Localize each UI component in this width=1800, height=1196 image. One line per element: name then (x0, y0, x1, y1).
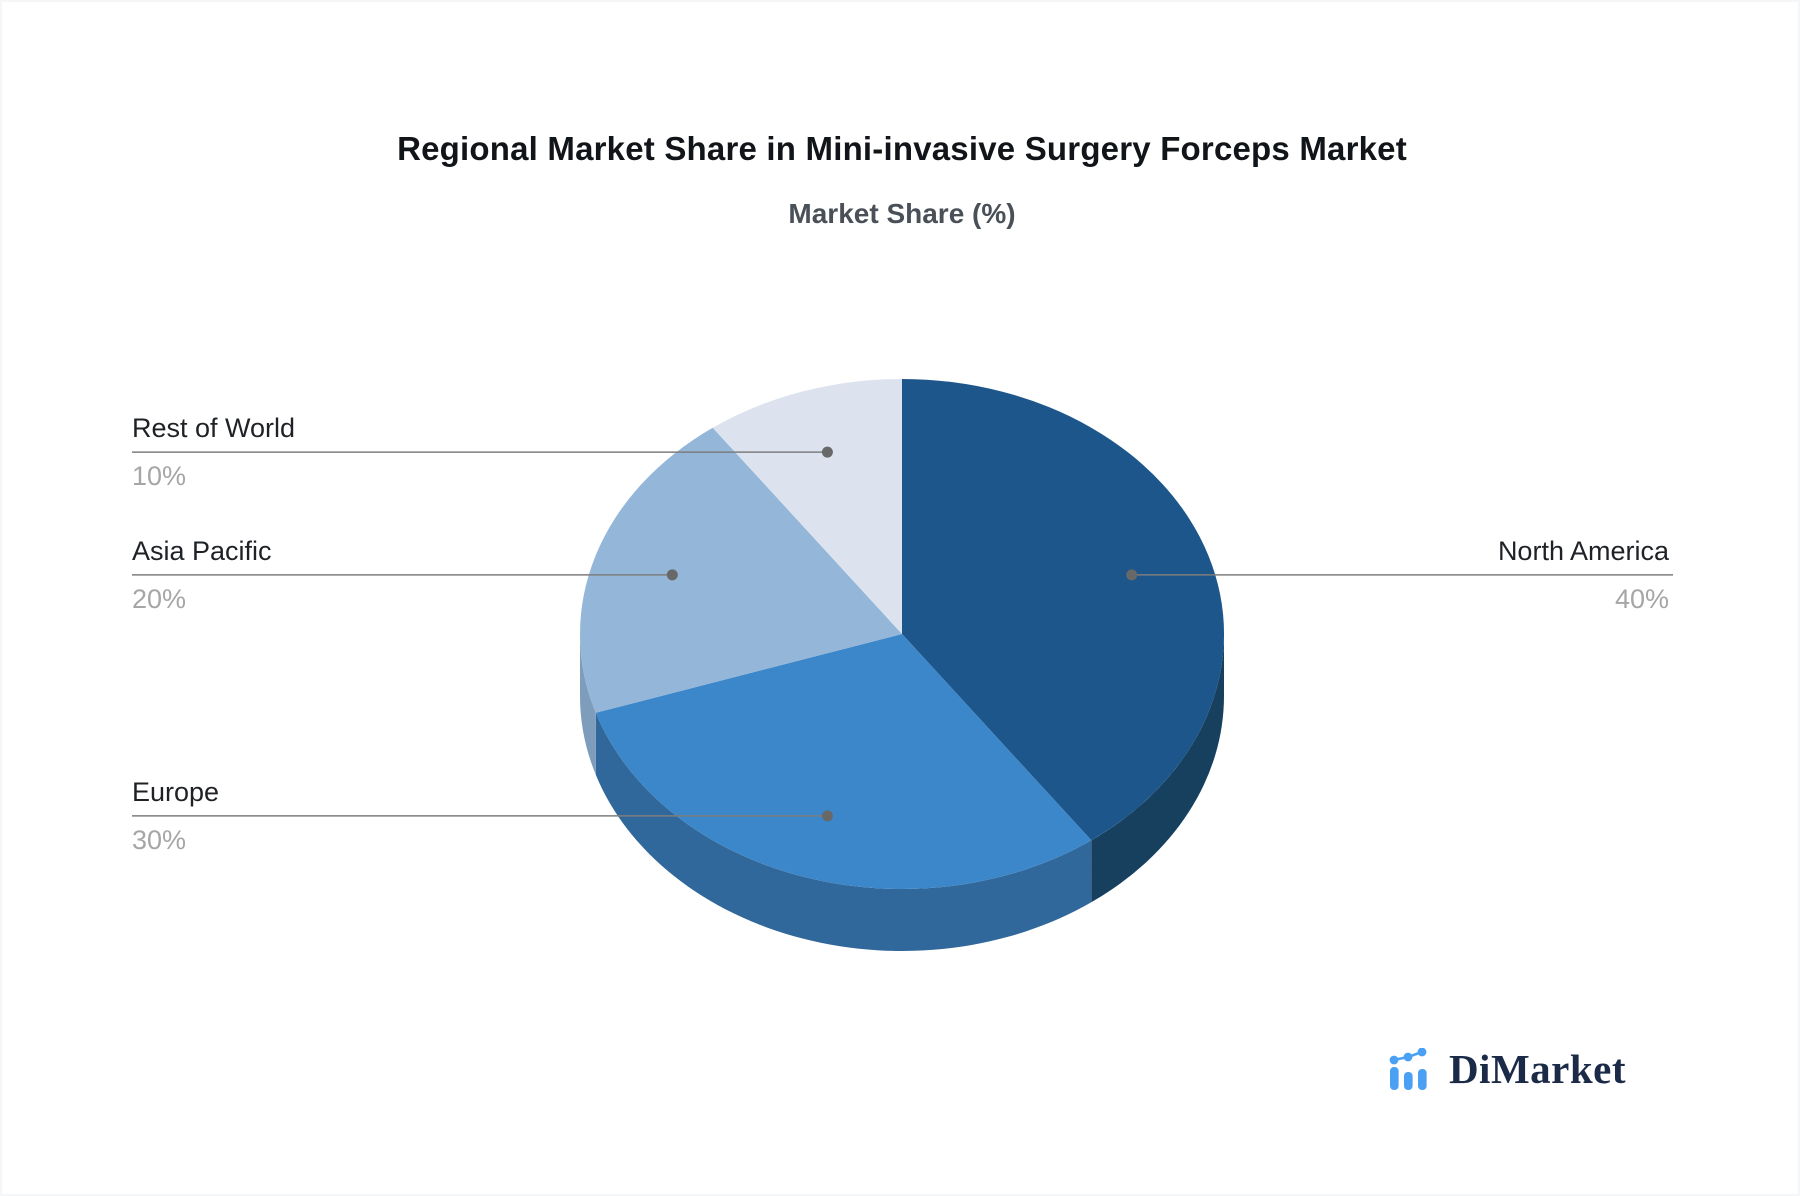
callout-percent-rest-of-world: 10% (132, 461, 187, 492)
pie-slice-north-america (902, 379, 1225, 841)
callout-dot-europe (821, 810, 833, 822)
pie-slice-europe (595, 634, 1092, 889)
callout-percent-europe: 30% (132, 824, 187, 855)
page-title: Regional Market Share in Mini-invasive S… (397, 130, 1407, 167)
callout-label-europe: Europe (132, 776, 220, 807)
pie-slice-asia-pacific (580, 427, 902, 713)
page-subtitle: Market Share (%) (788, 198, 1016, 229)
callout-dot-asia-pacific (666, 569, 678, 581)
callout-dot-rest-of-world (821, 446, 833, 458)
brand-bars-icon (1389, 1048, 1427, 1090)
pie-slice-side-north-america (1091, 634, 1224, 903)
brand-logo: DiMarket (1389, 1045, 1626, 1093)
callout-label-north-america: North America (1497, 535, 1669, 566)
callout-label-asia-pacific: Asia Pacific (132, 535, 272, 566)
pie-slice-side-europe (595, 712, 1092, 951)
pie-slice-side-asia-pacific (580, 634, 596, 775)
callout-dot-north-america (1126, 569, 1138, 581)
pie-slice-rest-of-world (712, 379, 902, 634)
callout-label-rest-of-world: Rest of World (132, 413, 296, 444)
callout-percent-north-america: 40% (1614, 583, 1669, 614)
brand-name: DiMarket (1448, 1046, 1626, 1092)
callout-percent-asia-pacific: 20% (132, 583, 187, 614)
